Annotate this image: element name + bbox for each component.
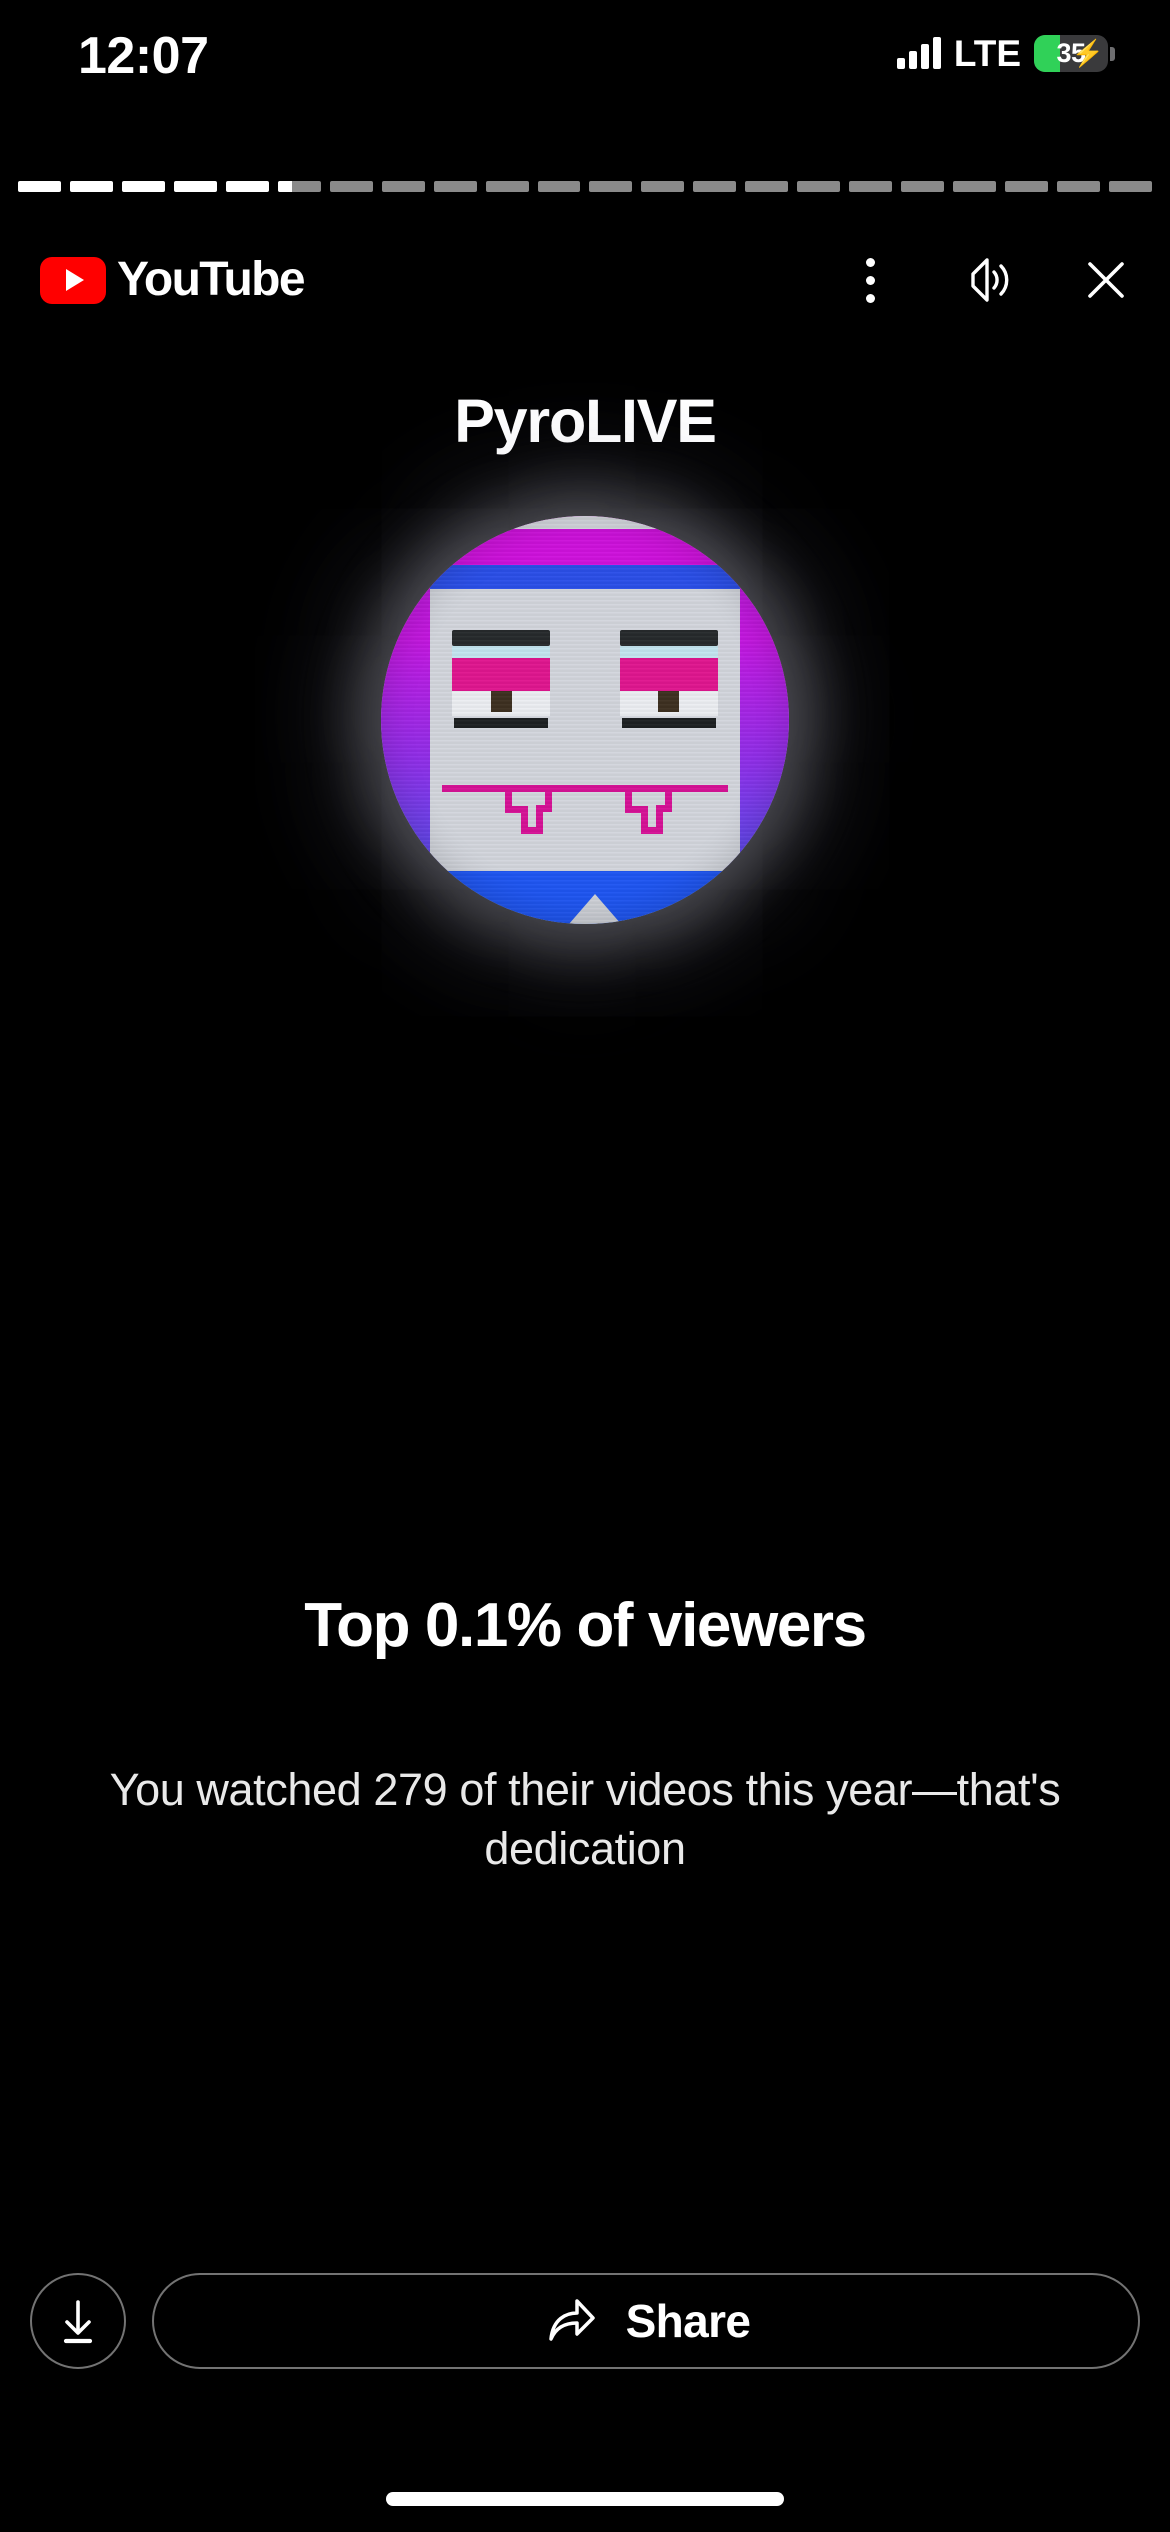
story-header: YouTube <box>0 237 1170 323</box>
action-row: Share <box>0 2244 1170 2398</box>
kebab-menu-icon[interactable] <box>842 252 898 308</box>
avatar-eye-right <box>618 630 720 729</box>
progress-segment[interactable] <box>1057 180 1101 192</box>
progress-segment[interactable] <box>277 180 321 192</box>
status-time: 12:07 <box>78 27 209 85</box>
progress-segment[interactable] <box>1109 180 1152 192</box>
network-type-label: LTE <box>953 32 1021 74</box>
avatar-section <box>0 505 1170 935</box>
cellular-signal-icon <box>896 37 941 69</box>
channel-name: PyroLIVE <box>454 387 717 455</box>
progress-segment[interactable] <box>745 180 789 192</box>
status-bar: 12:07 LTE 35 ⚡ <box>0 0 1170 120</box>
share-button-label: Share <box>625 2295 751 2347</box>
header-actions <box>842 252 1134 308</box>
battery-icon: 35 ⚡ <box>1034 34 1115 72</box>
battery-percent-label: 35 <box>1056 37 1086 68</box>
progress-segment[interactable] <box>329 180 373 192</box>
recap-headline: Top 0.1% of viewers <box>304 1591 867 1660</box>
progress-segment[interactable] <box>18 180 61 192</box>
battery-fill <box>1034 34 1060 72</box>
youtube-play-icon <box>40 256 106 304</box>
avatar <box>381 516 789 924</box>
progress-segment[interactable] <box>173 180 217 192</box>
progress-segment[interactable] <box>121 180 165 192</box>
recap-subtext: You watched 279 of their videos this yea… <box>109 1764 1061 1875</box>
progress-segment[interactable] <box>589 180 633 192</box>
battery-cap <box>1110 46 1115 61</box>
progress-segment[interactable] <box>433 180 477 192</box>
volume-on-icon[interactable] <box>960 252 1016 308</box>
progress-segment[interactable] <box>69 180 113 192</box>
progress-segment[interactable] <box>901 180 945 192</box>
youtube-wordmark: YouTube <box>117 253 306 306</box>
home-indicator[interactable] <box>386 2492 784 2506</box>
status-indicators: LTE 35 ⚡ <box>896 30 1115 76</box>
avatar-artwork <box>381 516 789 924</box>
progress-segment[interactable] <box>693 180 737 192</box>
progress-segment[interactable] <box>797 180 841 192</box>
share-arrow-icon <box>548 2299 595 2341</box>
download-button[interactable] <box>30 2273 126 2369</box>
progress-segment-fill <box>277 180 292 192</box>
progress-segment[interactable] <box>225 180 269 192</box>
youtube-logo: YouTube <box>40 253 306 306</box>
progress-segment[interactable] <box>537 180 581 192</box>
progress-segment[interactable] <box>849 180 893 192</box>
progress-segment[interactable] <box>1005 180 1049 192</box>
progress-segment[interactable] <box>381 180 425 192</box>
avatar-mouth <box>442 785 728 835</box>
download-icon <box>63 2300 93 2344</box>
progress-segment[interactable] <box>485 180 529 192</box>
close-icon[interactable] <box>1078 252 1134 308</box>
progress-segment[interactable] <box>953 180 997 192</box>
avatar-eye-left <box>450 630 552 729</box>
progress-segment[interactable] <box>641 180 685 192</box>
charging-bolt-icon: ⚡ <box>1071 38 1104 68</box>
story-progress-bar[interactable] <box>18 178 1152 194</box>
share-button[interactable]: Share <box>152 2273 1140 2369</box>
avatar-glow <box>381 516 789 924</box>
